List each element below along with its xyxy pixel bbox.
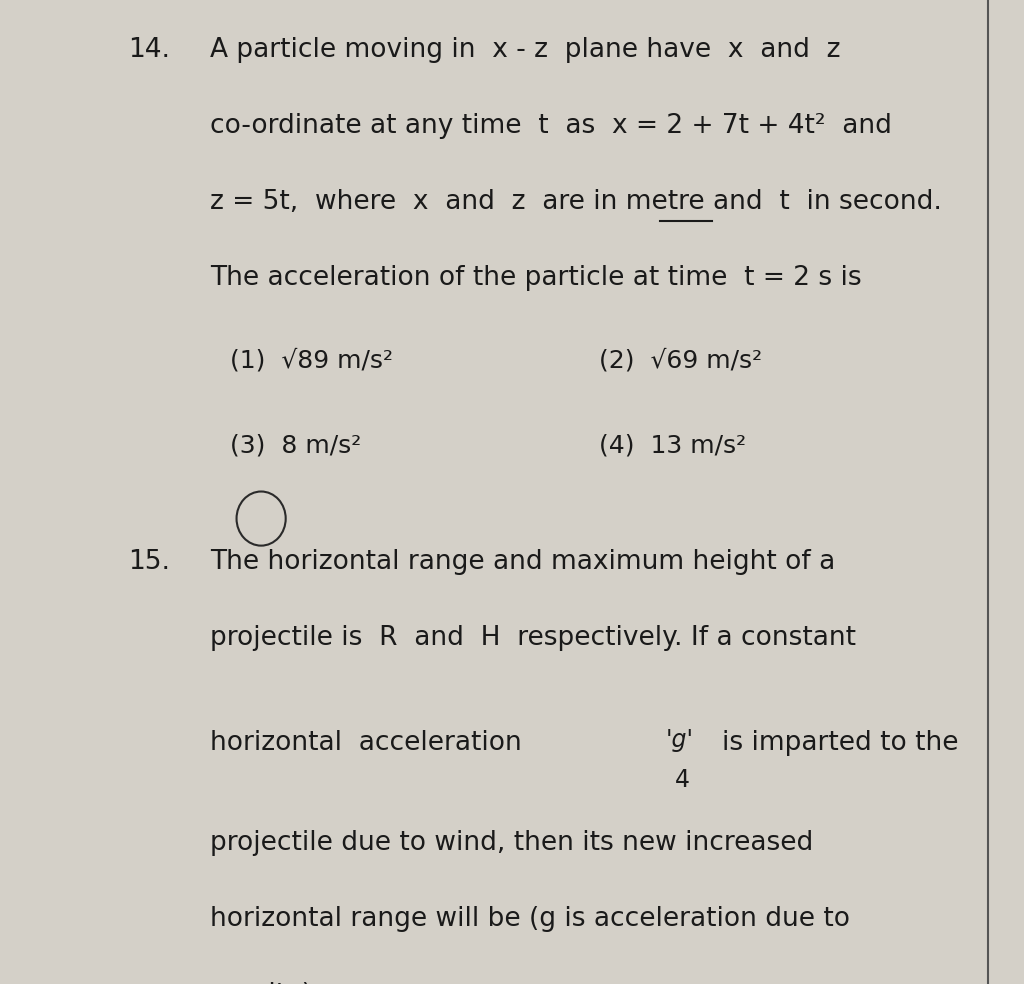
Text: is imparted to the: is imparted to the (722, 730, 958, 756)
Text: projectile is  R  and  H  respectively. If a constant: projectile is R and H respectively. If a… (210, 625, 856, 650)
Text: horizontal range will be (g is acceleration due to: horizontal range will be (g is accelerat… (210, 906, 850, 932)
Text: z = 5t,  where  x  and  z  are in metre and  t  in second.: z = 5t, where x and z are in metre and t… (210, 189, 942, 215)
Text: (1)  √89 m/s²: (1) √89 m/s² (230, 348, 393, 372)
Text: projectile due to wind, then its new increased: projectile due to wind, then its new inc… (210, 830, 813, 856)
Text: gravity): gravity) (210, 982, 313, 984)
Text: The acceleration of the particle at time  t = 2 s is: The acceleration of the particle at time… (210, 265, 861, 290)
Text: horizontal  acceleration: horizontal acceleration (210, 730, 521, 756)
Text: The horizontal range and maximum height of a: The horizontal range and maximum height … (210, 549, 836, 575)
Text: 'g': 'g' (666, 728, 693, 752)
Text: co-ordinate at any time  t  as  x = 2 + 7t + 4t²  and: co-ordinate at any time t as x = 2 + 7t … (210, 113, 892, 139)
Text: 4: 4 (675, 768, 690, 791)
Text: 15.: 15. (128, 549, 170, 575)
Text: (2)  √69 m/s²: (2) √69 m/s² (599, 348, 762, 372)
Text: (3)  8 m/s²: (3) 8 m/s² (230, 434, 361, 458)
Text: 14.: 14. (128, 37, 170, 63)
Text: (4)  13 m/s²: (4) 13 m/s² (599, 434, 746, 458)
Text: A particle moving in  x - z  plane have  x  and  z: A particle moving in x - z plane have x … (210, 37, 841, 63)
